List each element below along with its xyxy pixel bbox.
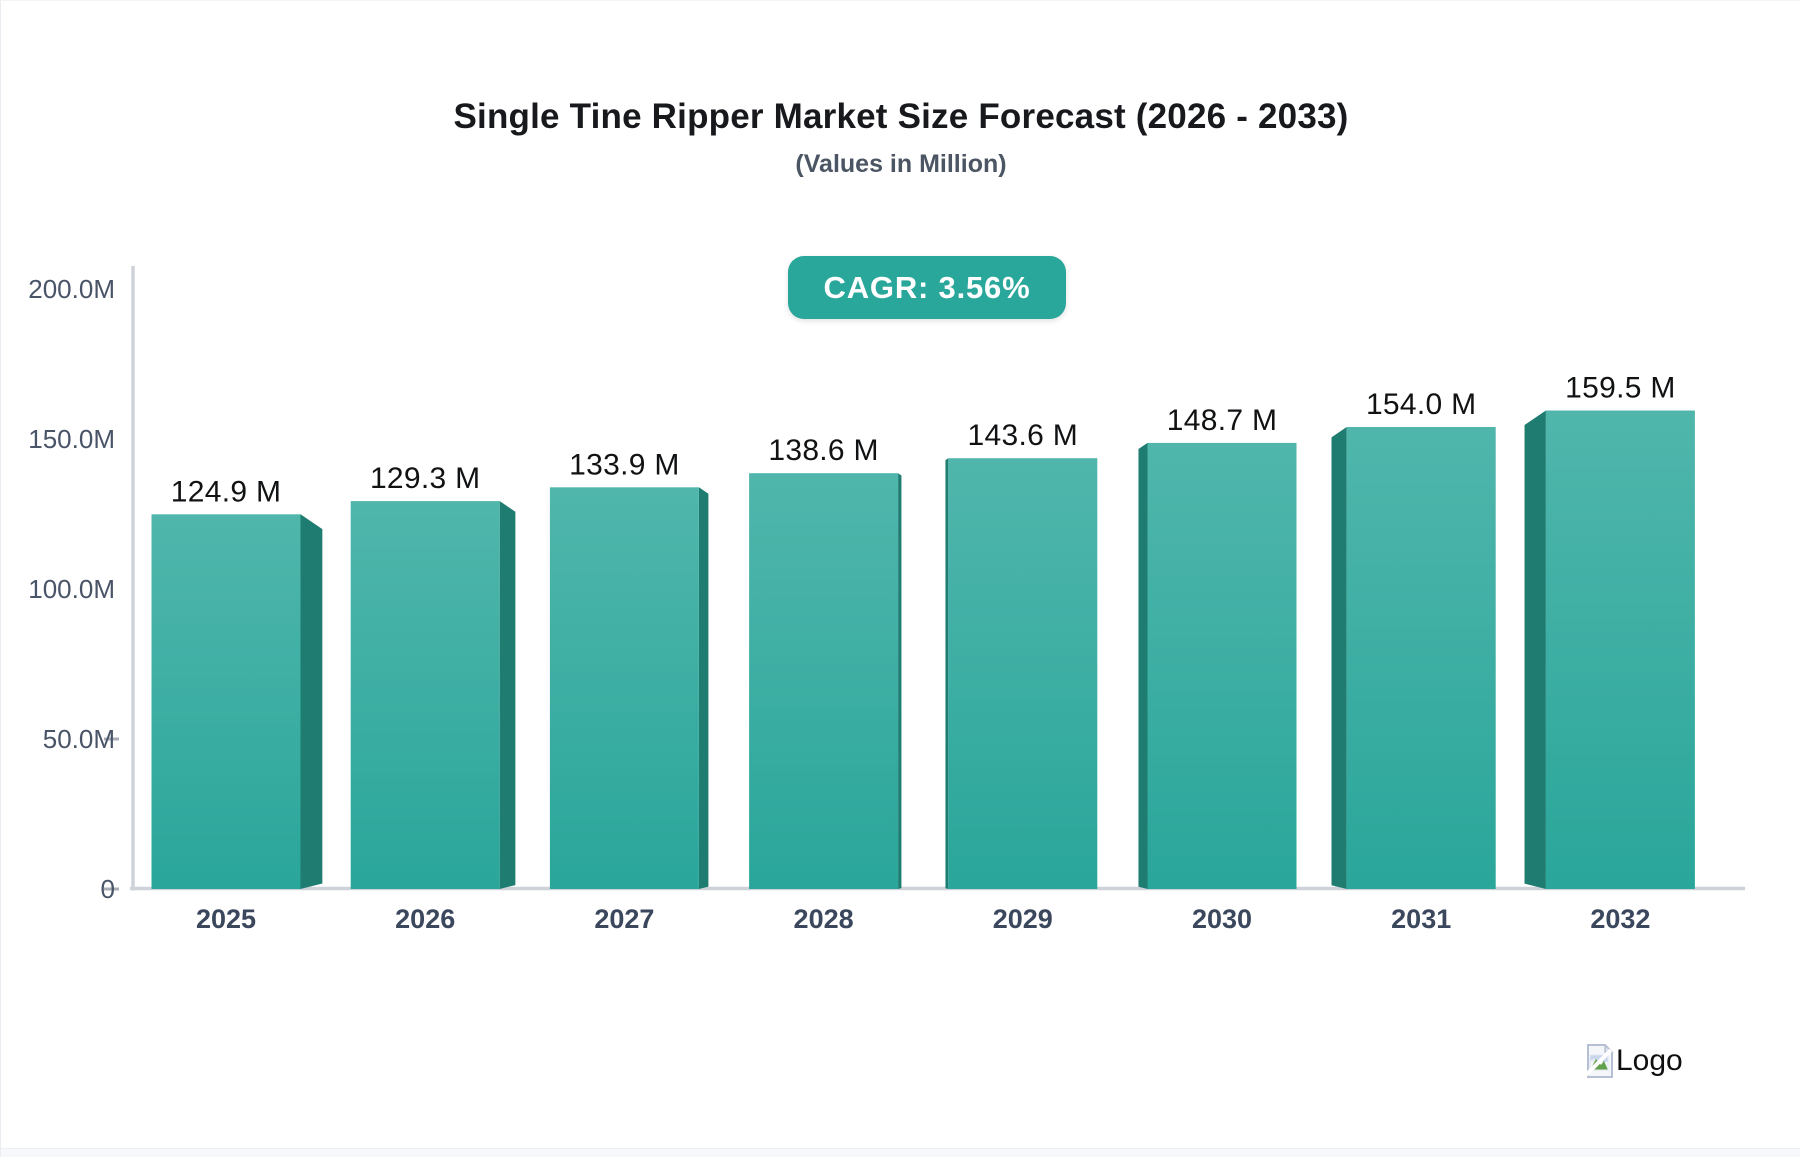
bar-2032 [1545,410,1695,889]
bar-value-label: 133.9 M [569,448,680,481]
x-category-label: 2031 [1391,904,1451,934]
x-category-label: 2030 [1192,904,1252,934]
bar-2025 [151,514,301,889]
bar-value-label: 159.5 M [1565,372,1676,405]
chart-subtitle: (Values in Million) [795,150,1007,178]
bar-3d-side [898,473,902,889]
bar-2029 [948,458,1098,889]
cagr-badge: CAGR: 3.56% [788,256,1066,319]
bar-3d-side [1138,442,1148,889]
y-tick-label: 150.0M [28,424,115,454]
bar-value-label: 154.0 M [1366,388,1477,421]
bar-3d-side [1331,427,1347,889]
logo-text: Logo [1616,1044,1683,1077]
y-tick-label: 100.0M [28,574,115,604]
y-tick-label: 200.0M [28,274,115,304]
cagr-badge-label: CAGR: 3.56% [823,269,1031,305]
axes [104,266,1745,891]
bar-2030 [1147,442,1297,889]
bar-value-label: 129.3 M [370,462,481,495]
x-category-label: 2028 [794,904,854,934]
x-category-label: 2027 [594,904,654,934]
logo: Logo [1585,1039,1683,1083]
bar-3d-side [945,458,949,889]
bar-value-label: 143.6 M [968,419,1079,452]
chart-labels: 0 50.0M 100.0M 150.0M 200.0M 124.9 M 2025 129.3… [28,274,1675,934]
bar-value-label: 148.7 M [1167,404,1278,437]
bar-value-label: 138.6 M [768,434,879,467]
bar-value-label: 124.9 M [171,475,282,508]
y-tick-label: 0 [101,874,115,904]
bar-3d-side [300,514,323,889]
bar-3d-side [499,501,516,889]
x-category-label: 2032 [1590,904,1650,934]
y-tick-label: 50.0M [43,724,115,754]
x-category-label: 2029 [993,904,1053,934]
chart-title: Single Tine Ripper Market Size Forecast … [453,97,1349,136]
bar-2031 [1346,427,1496,889]
broken-image-icon [1585,1044,1614,1078]
bar-2028 [749,473,899,889]
bottom-strip [1,1148,1800,1157]
bar-3d-side [698,487,709,889]
x-category-label: 2026 [395,904,455,934]
bar-2027 [549,487,699,889]
x-category-label: 2025 [196,904,256,934]
bar-2026 [350,501,500,889]
bars [151,410,1695,889]
bar-3d-side [1524,410,1546,889]
